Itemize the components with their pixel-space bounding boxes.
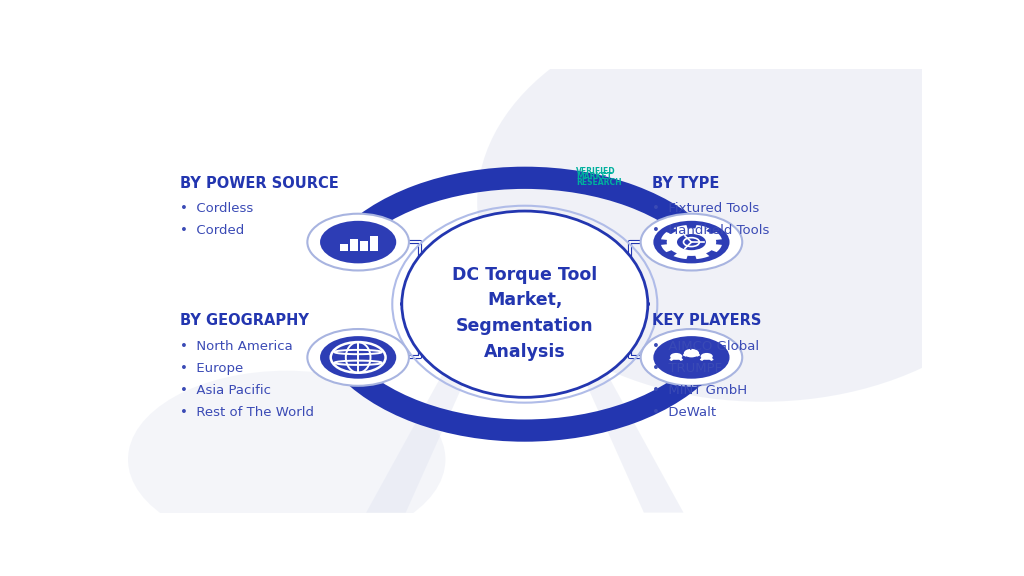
Circle shape bbox=[653, 221, 729, 263]
Circle shape bbox=[684, 349, 699, 357]
Text: •  Fixtured Tools: • Fixtured Tools bbox=[652, 202, 759, 215]
Polygon shape bbox=[367, 224, 684, 513]
Text: •  MINT GmbH: • MINT GmbH bbox=[652, 384, 746, 397]
Text: MARKET: MARKET bbox=[577, 172, 612, 181]
Text: BY TYPE: BY TYPE bbox=[652, 176, 719, 191]
Circle shape bbox=[677, 234, 706, 250]
Text: BY GEOGRAPHY: BY GEOGRAPHY bbox=[179, 313, 308, 328]
Text: •  TRUMPF: • TRUMPF bbox=[652, 362, 722, 375]
Circle shape bbox=[670, 353, 682, 360]
Circle shape bbox=[653, 336, 729, 378]
Bar bbox=[360, 241, 368, 251]
Bar bbox=[350, 239, 357, 251]
Text: •  North America: • North America bbox=[179, 340, 292, 353]
Text: •  AIMCO Global: • AIMCO Global bbox=[652, 340, 759, 353]
Text: DC Torque Tool
Market,
Segmentation
Analysis: DC Torque Tool Market, Segmentation Anal… bbox=[453, 266, 597, 361]
Text: •  Europe: • Europe bbox=[179, 362, 243, 375]
Circle shape bbox=[641, 329, 742, 386]
Text: •  DeWalt: • DeWalt bbox=[652, 406, 716, 419]
Bar bbox=[370, 236, 378, 251]
Circle shape bbox=[321, 336, 396, 378]
Text: •  Cordless: • Cordless bbox=[179, 202, 253, 215]
Polygon shape bbox=[662, 225, 722, 259]
Circle shape bbox=[700, 353, 713, 360]
Circle shape bbox=[321, 221, 396, 263]
Circle shape bbox=[641, 214, 742, 271]
Text: KEY PLAYERS: KEY PLAYERS bbox=[652, 313, 761, 328]
Text: VMr: VMr bbox=[509, 168, 559, 188]
Circle shape bbox=[307, 329, 409, 386]
Ellipse shape bbox=[128, 371, 445, 548]
Text: BY POWER SOURCE: BY POWER SOURCE bbox=[179, 176, 338, 191]
Bar bbox=[340, 244, 348, 251]
Text: VERIFIED: VERIFIED bbox=[577, 166, 616, 176]
Ellipse shape bbox=[401, 211, 648, 397]
Text: RESEARCH: RESEARCH bbox=[577, 178, 622, 187]
Text: •  Asia Pacific: • Asia Pacific bbox=[179, 384, 270, 397]
Text: •  Handheld Tools: • Handheld Tools bbox=[652, 225, 769, 237]
Text: •  Corded: • Corded bbox=[179, 225, 244, 237]
Text: •  Rest of The World: • Rest of The World bbox=[179, 406, 313, 419]
Circle shape bbox=[307, 214, 409, 271]
Ellipse shape bbox=[477, 3, 1024, 402]
